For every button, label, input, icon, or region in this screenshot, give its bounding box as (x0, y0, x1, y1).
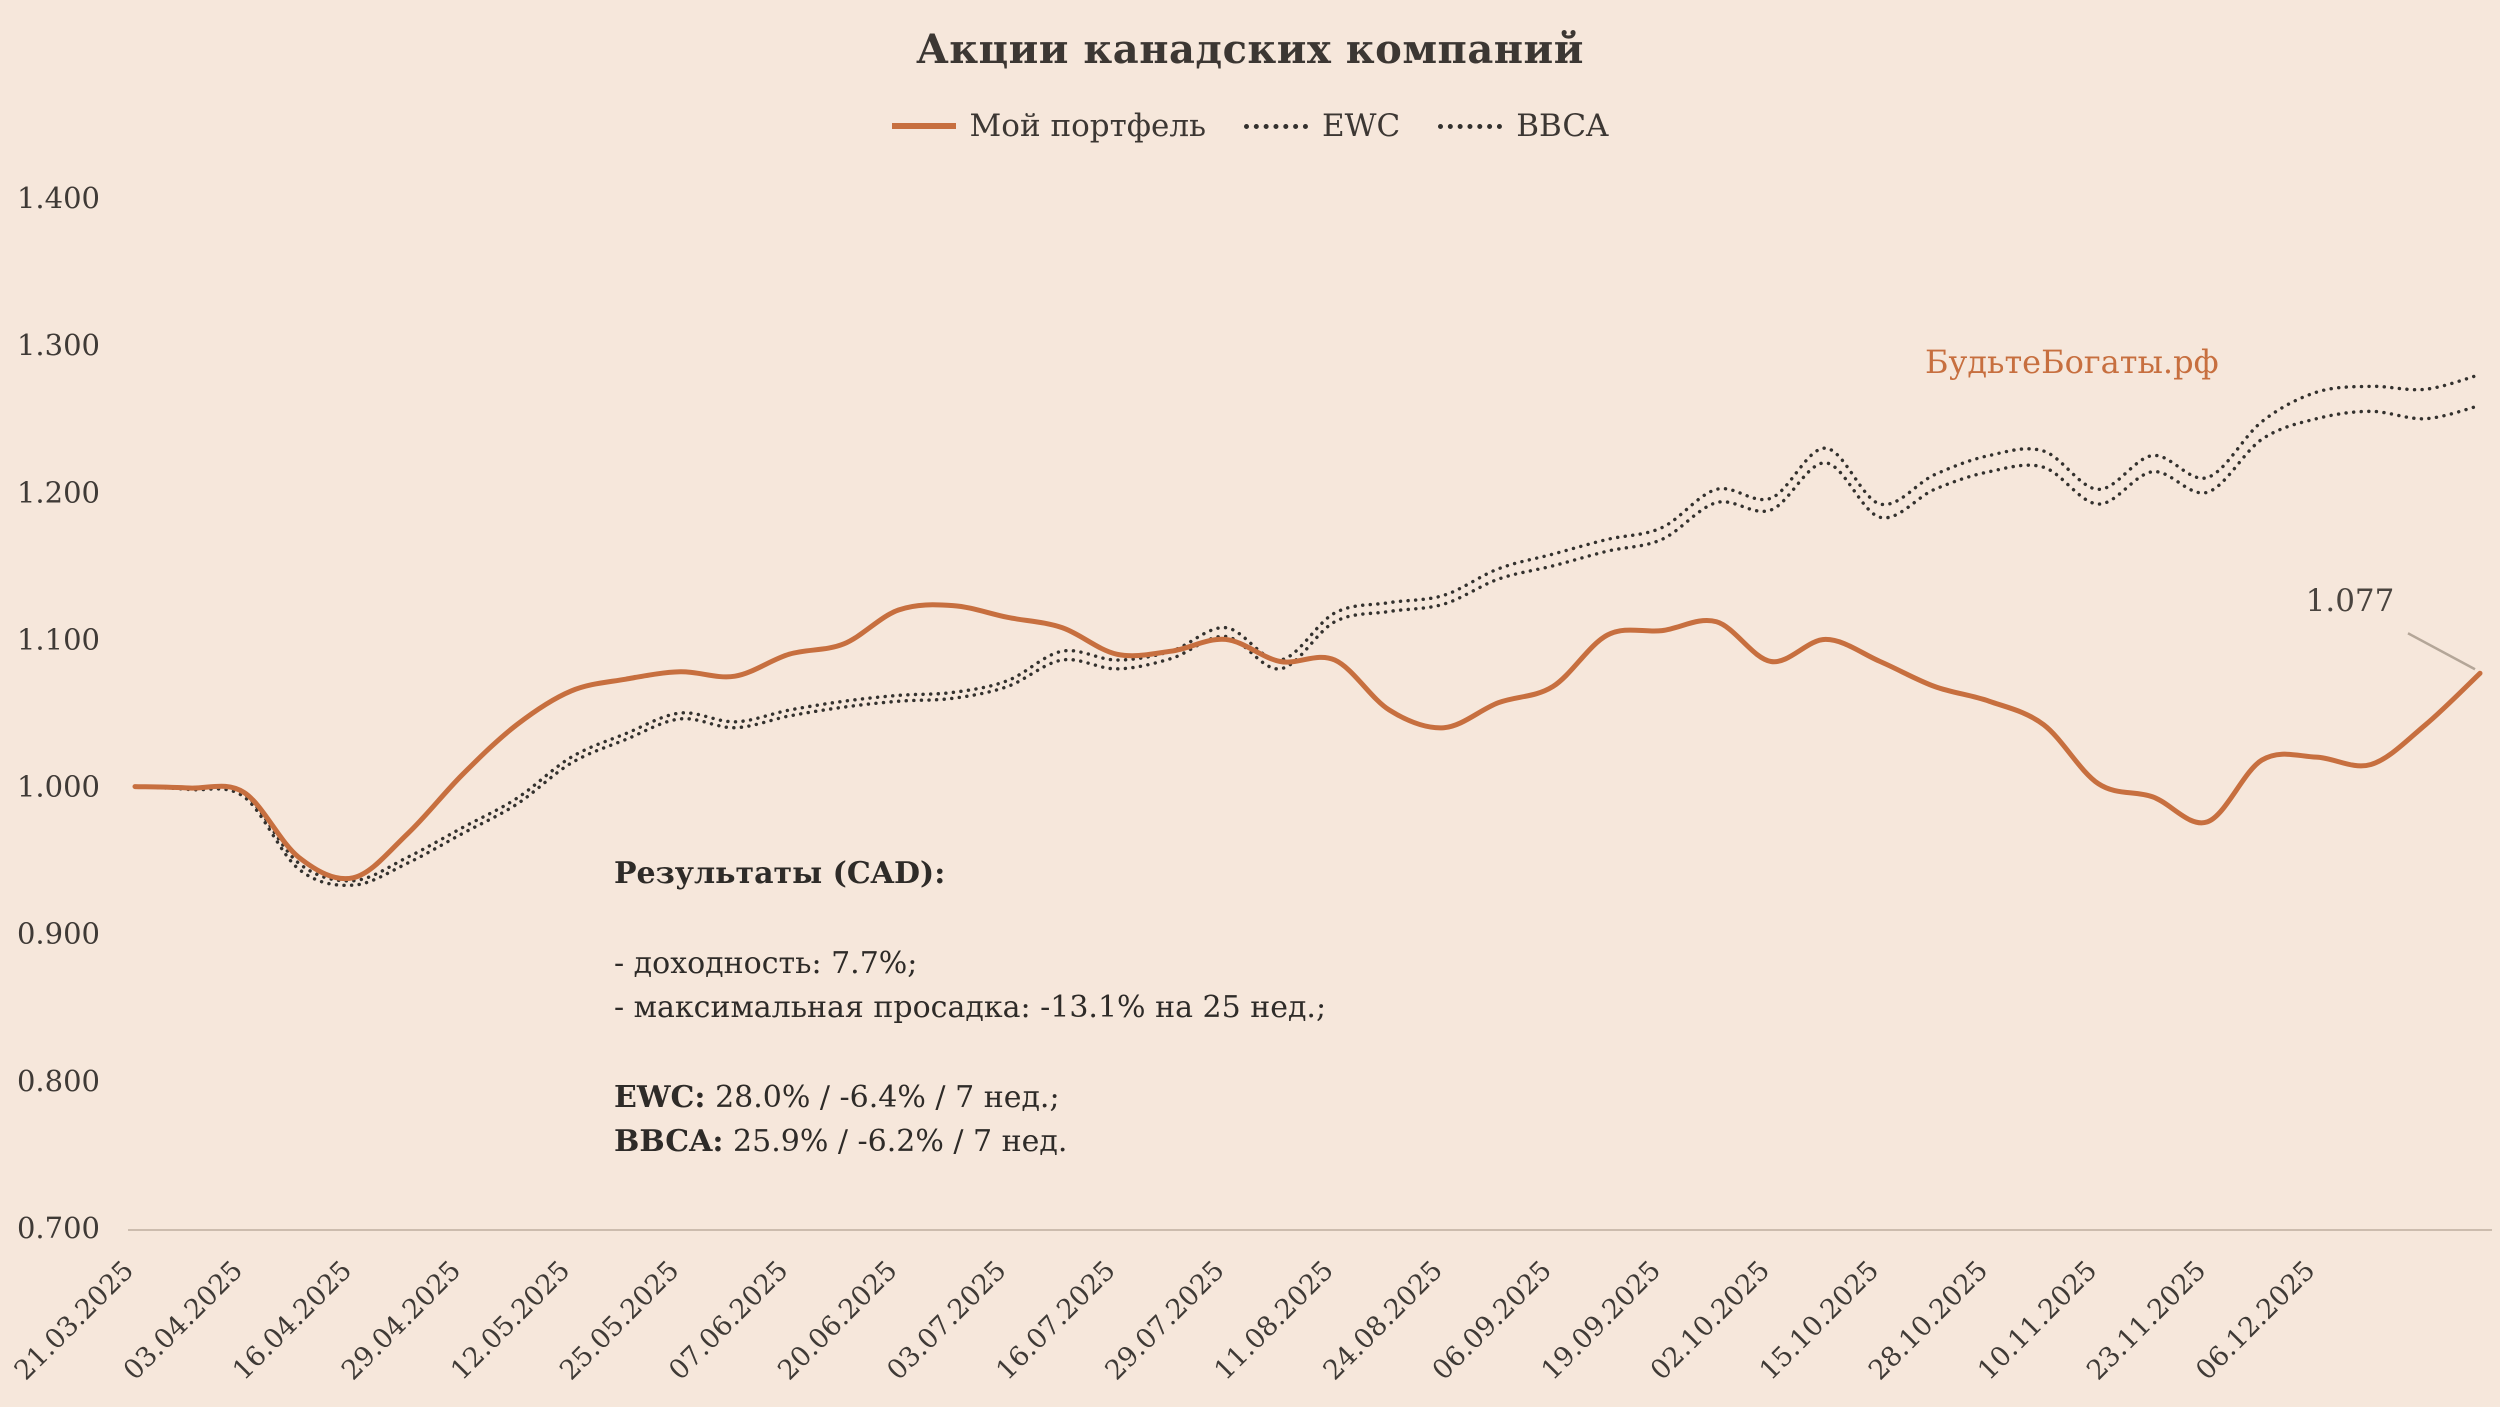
ewc-label: EWC: (614, 1080, 706, 1115)
legend-item-ewc: EWC (1243, 108, 1401, 144)
legend-item-portfolio: Мой портфель (891, 108, 1206, 144)
y-axis-label: 1.200 (17, 475, 100, 509)
end-value-label: 1.077 (2305, 583, 2395, 619)
results-return-line: - доходность: 7.7%; (614, 946, 918, 981)
ewc-value: 28.0% / -6.4% / 7 нед.; (715, 1080, 1060, 1115)
legend: Мой портфель EWC BBCA (0, 108, 2500, 144)
y-axis-label: 1.400 (17, 181, 100, 215)
y-axis-label: 1.100 (17, 622, 100, 656)
series-line-bbca (133, 403, 2482, 888)
legend-item-bbca: BBCA (1438, 108, 1608, 144)
annotation-callout-line (2407, 632, 2476, 671)
solid-line-swatch (891, 123, 956, 129)
y-axis-label: 1.000 (17, 770, 100, 804)
bbca-label: BBCA: (614, 1124, 724, 1159)
legend-label-portfolio: Мой портфель (969, 108, 1206, 144)
bbca-value: 25.9% / -6.2% / 7 нед. (733, 1124, 1068, 1159)
y-axis-label: 0.900 (17, 917, 100, 951)
series-line-мой-портфель (132, 602, 2483, 882)
y-axis-label: 0.700 (17, 1211, 100, 1245)
results-drawdown-line: - максимальная просадка: -13.1% на 25 не… (614, 990, 1327, 1025)
results-ewc-line: EWC: 28.0% / -6.4% / 7 нед.; (614, 1076, 1326, 1120)
dotted-line-swatch (1243, 123, 1308, 129)
y-axis-label: 1.300 (17, 328, 100, 362)
results-bbca-line: BBCA: 25.9% / -6.2% / 7 нед. (614, 1120, 1326, 1164)
legend-label-bbca: BBCA (1516, 108, 1609, 144)
results-heading: Результаты (CAD): (614, 856, 946, 891)
dotted-line-swatch (1438, 123, 1503, 129)
y-axis-label: 0.800 (17, 1064, 100, 1098)
watermark: БудьтеБогаты.рф (1925, 343, 2219, 381)
chart-title: Акции канадских компаний (916, 26, 1584, 73)
results-block: Результаты (CAD): - доходность: 7.7%; - … (614, 852, 1326, 1164)
series-line-ewc (133, 372, 2482, 883)
legend-label-ewc: EWC (1321, 108, 1401, 144)
